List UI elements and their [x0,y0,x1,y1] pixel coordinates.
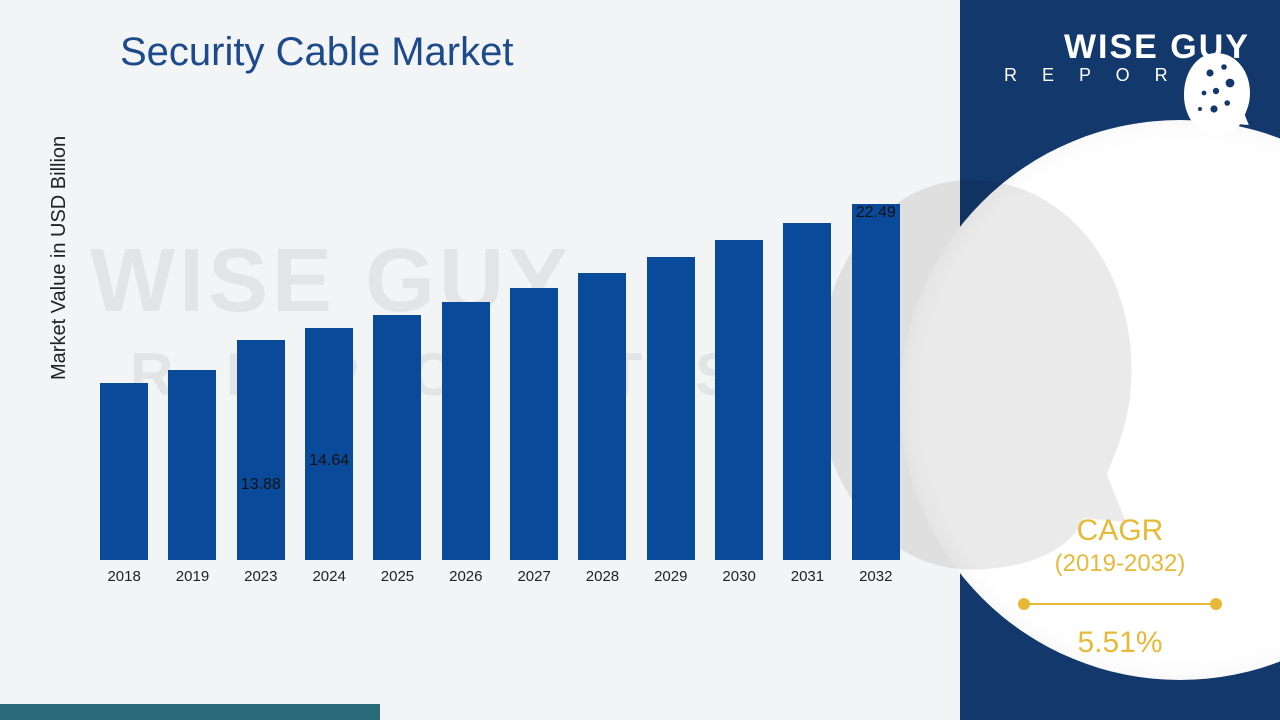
bar [168,370,216,560]
dot-icon [1018,598,1030,610]
bar-slot [432,302,500,560]
cagr-title: CAGR [1000,514,1240,548]
bar-slot [705,240,773,560]
bar [647,257,695,560]
chart-title: Security Cable Market [120,30,513,75]
cagr-divider [1020,592,1220,616]
bar [852,204,900,560]
bar-value-label: 14.64 [295,452,363,470]
x-tick-label: 2019 [158,560,226,590]
bar [783,223,831,560]
bar [510,288,558,560]
bar-slot: 22.49 [842,204,910,560]
x-tick-label: 2023 [227,560,295,590]
dot-icon [1210,598,1222,610]
bar-value-label: 22.49 [842,204,910,222]
bar-slot [773,223,841,560]
bar-value-label: 13.88 [227,476,295,494]
bar [578,273,626,560]
x-tick-label: 2030 [705,560,773,590]
bar-slot [90,383,158,560]
bar-slot [500,288,568,560]
x-tick-label: 2027 [500,560,568,590]
bar-slot [158,370,226,560]
x-ticks: 2018201920232024202520262027202820292030… [90,560,910,590]
bars-container: 13.8814.64 22.49 [90,180,910,560]
y-axis-label: Market Value in USD Billion [48,136,71,380]
bar-slot: 14.64 [295,328,363,560]
bar-slot [637,257,705,560]
cagr-value: 5.51% [1000,626,1240,660]
x-tick-label: 2024 [295,560,363,590]
x-tick-label: 2032 [842,560,910,590]
bar [442,302,490,560]
bar [100,383,148,560]
x-tick-label: 2025 [363,560,431,590]
x-tick-label: 2018 [90,560,158,590]
bar [305,328,353,560]
x-tick-label: 2028 [568,560,636,590]
x-tick-label: 2029 [637,560,705,590]
stage: WISE GUY R E P O R T S Security Cable Ma… [0,0,1280,720]
cagr-range: (2019-2032) [1000,550,1240,578]
chart-area: 13.8814.64 22.49 201820192023202420252026… [90,170,910,590]
bar-slot [568,273,636,560]
logo-head-icon [1176,48,1256,138]
x-tick-label: 2026 [432,560,500,590]
bar [373,315,421,560]
bar-slot [363,315,431,560]
logo: WISE GUY R E P O R T S [1004,28,1250,86]
cagr-block: CAGR (2019-2032) 5.51% [1000,514,1240,660]
x-tick-label: 2031 [773,560,841,590]
bar [715,240,763,560]
footer-accent-bar [0,704,380,720]
bar [237,340,285,560]
bar-slot: 13.88 [227,340,295,560]
